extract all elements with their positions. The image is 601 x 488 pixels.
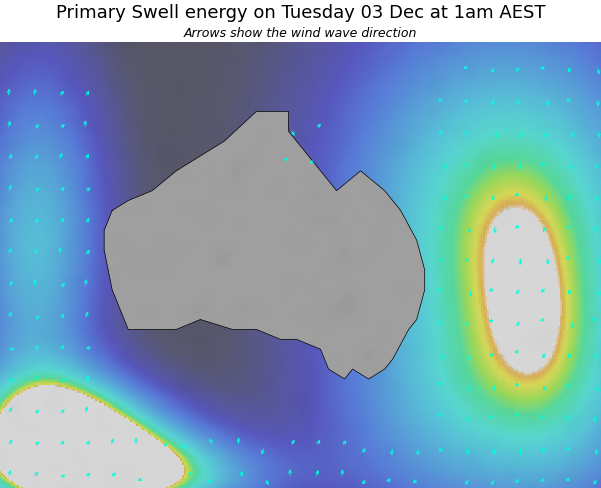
Text: Primary Swell energy on Tuesday 03 Dec at 1am AEST: Primary Swell energy on Tuesday 03 Dec a… xyxy=(56,3,545,21)
Polygon shape xyxy=(104,111,425,379)
Text: Arrows show the wind wave direction: Arrows show the wind wave direction xyxy=(184,27,417,40)
